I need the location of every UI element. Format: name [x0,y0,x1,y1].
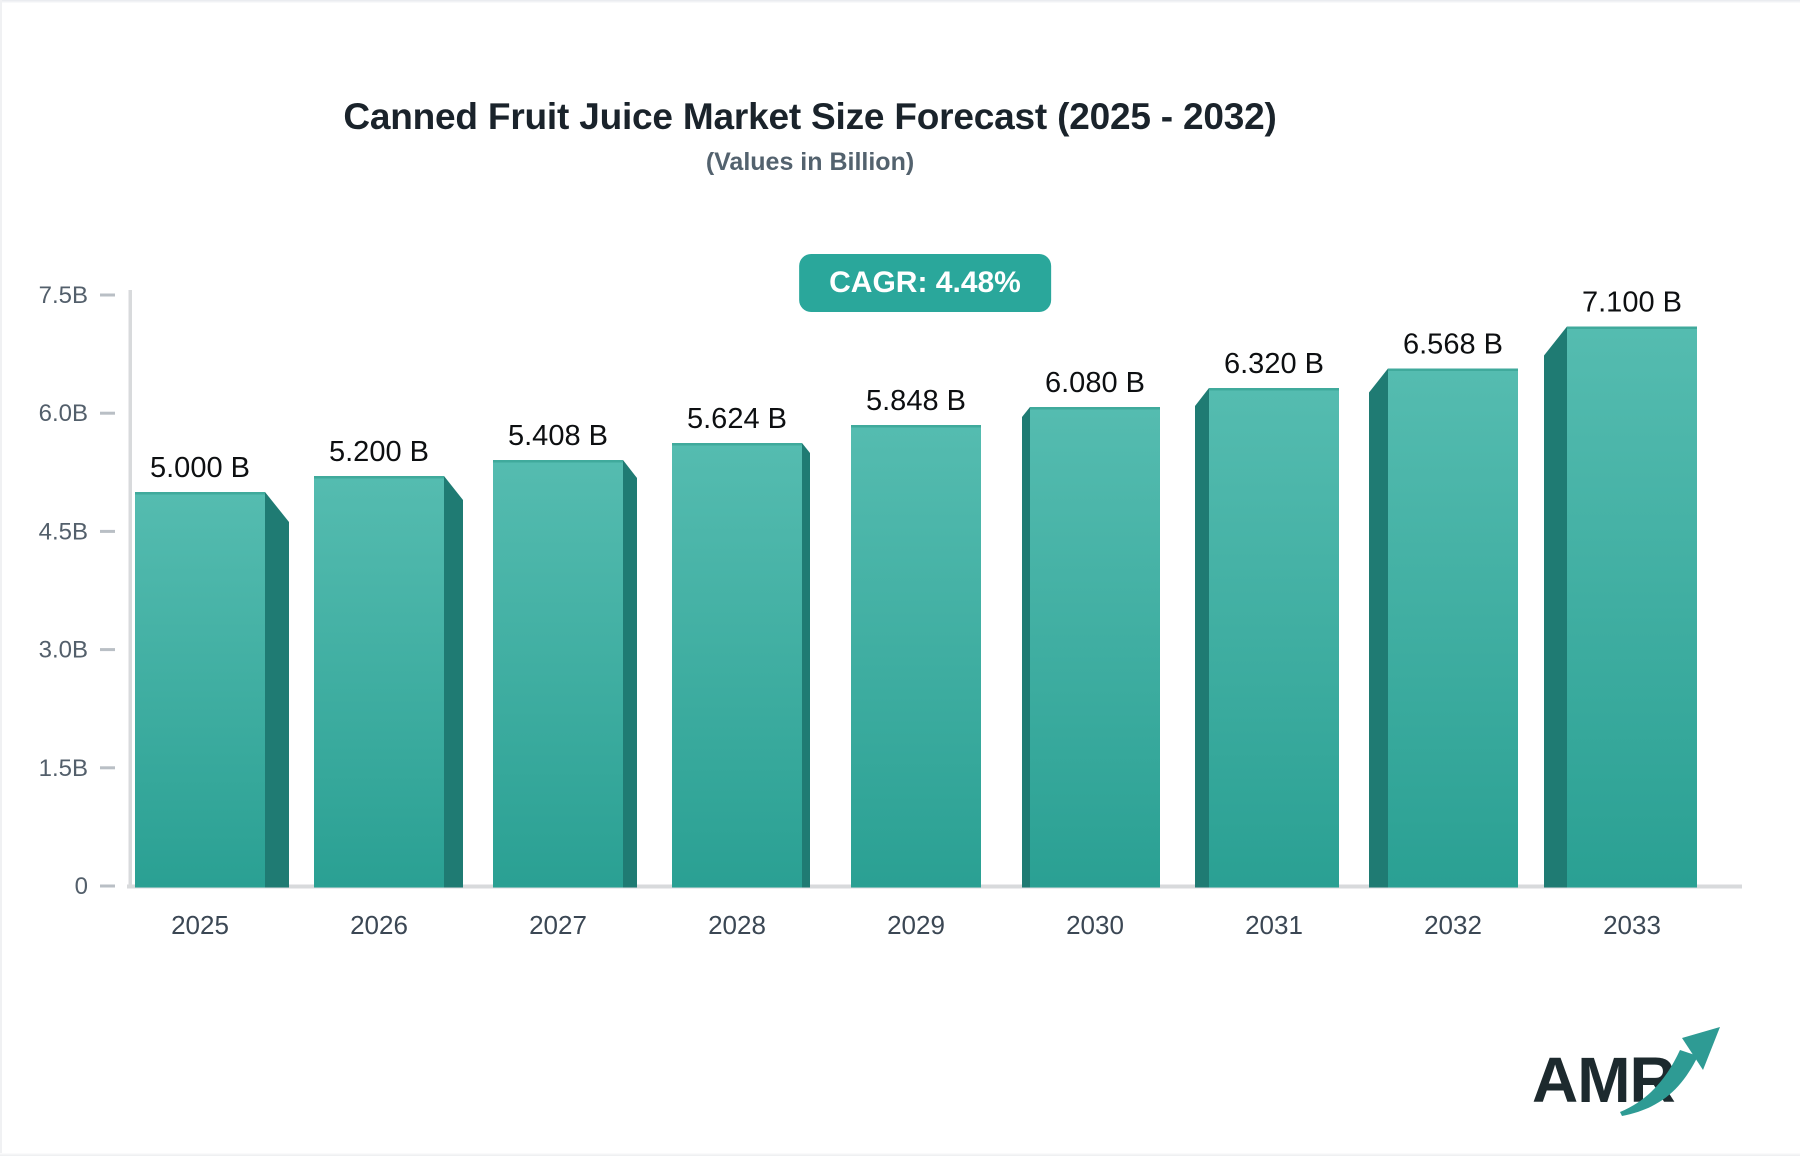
x-tick-label: 2031 [1245,910,1303,940]
x-tick-label: 2027 [529,910,587,940]
amr-logo-arrow-head [1682,1027,1720,1070]
x-tick-label: 2026 [350,910,408,940]
bar-face [493,460,623,888]
bar-top-edge [493,460,623,463]
bar-face [1388,368,1518,888]
y-tick-dash [100,766,115,770]
bar-side [802,443,810,888]
x-tick-label: 2032 [1424,910,1482,940]
amr-logo: AMR [1532,1027,1720,1116]
bar-value-label: 5.408 B [508,420,608,452]
y-tick-label: 4.5B [39,518,88,545]
bar-value-label: 6.080 B [1045,367,1145,399]
bar-top-edge [851,425,981,428]
bar-face [1567,326,1697,888]
cagr-badge: CAGR: 4.48% [799,254,1051,312]
bar-top-edge [314,476,444,479]
amr-logo-arrow-swoosh [1620,1050,1698,1116]
y-tick-label: 1.5B [39,755,88,782]
bar-side [444,476,463,888]
bar-value-label: 5.848 B [866,385,966,417]
bar-side [1195,388,1209,888]
bar-top-edge [1388,368,1518,371]
left-hairline [0,0,2,1156]
bar-face [135,492,265,888]
bar-group-2031: 6.320 B 2031 [1195,348,1339,940]
x-tick-label: 2033 [1603,910,1661,940]
bar-side [265,492,289,888]
bar-value-label: 6.568 B [1403,329,1503,361]
y-tick-dash [100,648,115,652]
bar-group-2027: 5.408 B 2027 [493,420,637,940]
y-tick-label: 0 [75,873,88,900]
y-tick-label: 7.5B [39,282,88,309]
y-tick-dash [100,529,115,533]
bar-value-label: 7.100 B [1582,287,1682,319]
bar-top-edge [1209,388,1339,391]
bar-value-label: 5.000 B [150,452,250,484]
chart-subtitle: (Values in Billion) [705,148,915,176]
bar-side [623,460,637,888]
bar-group-2029: 5.848 B 2029 [851,385,981,940]
bar-value-label: 6.320 B [1224,348,1324,380]
top-hairline [0,0,1800,3]
y-axis-line [128,290,132,888]
bar-group-2032: 6.568 B 2032 [1369,329,1518,940]
bar-group-2030: 6.080 B 2030 [1022,367,1160,940]
bar-face [851,425,981,888]
bar-top-edge [135,492,265,495]
x-tick-label: 2030 [1066,910,1124,940]
y-tick-dash [100,411,115,415]
y-tick-label: 3.0B [39,637,88,664]
bar-top-edge [672,443,802,446]
x-tick-label: 2029 [887,910,945,940]
bar-face [1209,388,1339,888]
bar-side [1022,407,1030,888]
x-tick-label: 2025 [171,910,229,940]
bar-value-label: 5.200 B [329,436,429,468]
x-tick-label: 2028 [708,910,766,940]
y-tick-dash [100,293,115,297]
bar-top-edge [1030,407,1160,410]
chart-title: Canned Fruit Juice Market Size Forecast … [343,96,1277,137]
bar-top-edge [1567,326,1697,329]
y-tick-dash [100,884,115,888]
bar-group-2033: 7.100 B 2033 [1544,287,1697,940]
bar-value-label: 5.624 B [687,403,787,435]
bar-group-2028: 5.624 B 2028 [672,403,810,940]
bar-side [1544,326,1567,888]
bar-face [1030,407,1160,888]
bottom-hairline [0,1153,1800,1156]
bar-face [314,476,444,888]
bar-side [1369,368,1388,888]
cagr-badge-label: CAGR: 4.48% [829,266,1021,299]
bar-group-2026: 5.200 B 2026 [314,436,463,940]
bar-face [672,443,802,888]
y-tick-label: 6.0B [39,400,88,427]
bar-group-2025: 5.000 B 2025 [135,452,289,940]
